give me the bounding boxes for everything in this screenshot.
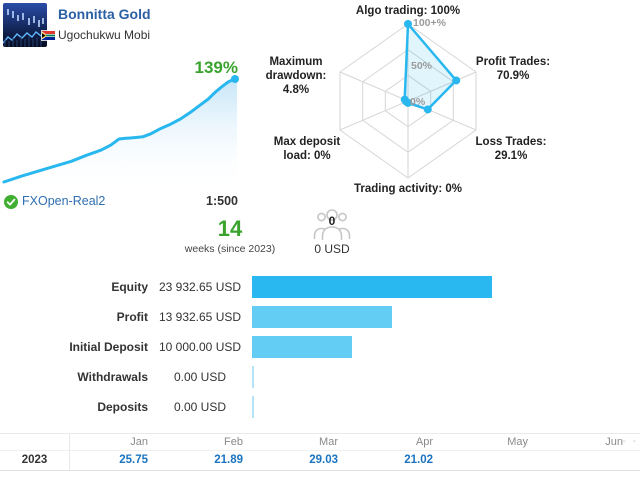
signal-title-link[interactable]: Bonnitta Gold: [58, 6, 151, 22]
monthly-month-header: May: [507, 436, 528, 448]
growth-area: [3, 79, 237, 190]
account-leverage: 1:500: [206, 194, 238, 208]
signal-author-link[interactable]: Ugochukwu Mobi: [58, 28, 151, 42]
balance-row-bar: [252, 396, 254, 418]
radar-ring-label-0: 0%: [410, 96, 426, 108]
growth-percent-label: 139%: [194, 58, 238, 77]
radar-axis-label: Trading activity: 0%: [353, 183, 462, 195]
avatar-chart-image: [3, 3, 47, 47]
monthly-value-cell: 29.03: [309, 454, 338, 466]
radar-data-dot: [404, 20, 412, 28]
radar-ring-label-50: 50%: [411, 60, 433, 72]
subscribers-count: 0: [328, 214, 336, 228]
radar-axis-label: Algo trading: 100%: [355, 5, 461, 17]
monthly-month-header: Jun: [605, 436, 623, 448]
balance-row-value: 10 000.00 USD: [158, 340, 242, 354]
subscribers-block: 0 0 USD: [294, 207, 370, 256]
signal-age-block: 14 weeks (since 2023): [168, 216, 292, 255]
balance-row-label: Deposits: [97, 400, 148, 414]
weeks-caption: weeks (since 2023): [184, 243, 276, 255]
balance-row-bar: [252, 366, 254, 388]
balance-row-label: Initial Deposit: [69, 340, 148, 354]
balance-row-value: 23 932.65 USD: [158, 280, 242, 294]
monthly-month-header: Feb: [224, 436, 243, 448]
signal-avatar[interactable]: [3, 3, 47, 47]
monthly-month-header: Jan: [130, 436, 148, 448]
balance-row: Deposits 0.00 USD: [55, 392, 615, 422]
monthly-value-cell: 21.02: [404, 454, 433, 466]
verified-check-icon: [4, 195, 18, 209]
balance-row: Initial Deposit 10 000.00 USD: [55, 332, 615, 362]
radar-grid-spoke: [339, 100, 409, 131]
radar-ring-label-100: 100+%: [413, 17, 446, 29]
monthly-value-cell: 21.89: [214, 454, 243, 466]
balance-row-label: Profit: [116, 310, 148, 324]
weeks-count: 14: [217, 216, 243, 241]
growth-end-dot: [231, 75, 239, 83]
balance-row-label: Equity: [111, 280, 148, 294]
balance-row: Profit 13 932.65 USD: [55, 302, 615, 332]
balance-row-bar: [252, 276, 492, 298]
monthly-year-cell: 2023: [0, 451, 70, 470]
monthly-growth-table: Jan Feb Mar Apr May Jun - - 2023 25.75 21.89 29.03…: [0, 433, 640, 471]
balance-row-value: 13 932.65 USD: [158, 310, 242, 324]
monthly-value-cell: [545, 451, 640, 470]
balance-row: Equity 23 932.65 USD: [55, 272, 615, 302]
monthly-year-header: [0, 434, 70, 450]
south-africa-flag-icon: [42, 31, 55, 40]
balance-row-bar: [252, 336, 353, 358]
monthly-value-cell: 25.75: [119, 454, 148, 466]
radar-data-dot: [423, 105, 432, 114]
monthly-header-row: Jan Feb Mar Apr May Jun - -: [0, 434, 640, 451]
balance-row-label: Withdrawals: [77, 370, 148, 384]
growth-chart: [2, 75, 239, 190]
balance-row-value: 0.00 USD: [173, 370, 227, 384]
radar-grid-spoke: [339, 71, 409, 102]
balance-row: Withdrawals 0.00 USD: [55, 362, 615, 392]
stats-radar-chart: [339, 20, 477, 179]
radar-axis-label: Maximum drawdown: 4.8%: [265, 56, 327, 96]
radar-data-dot: [400, 95, 409, 104]
balance-bars: Equity 23 932.65 USD Profit 13 932.65 USD In…: [55, 272, 615, 422]
radar-axis-label: Profit Trades: 70.9%: [475, 56, 551, 82]
monthly-value-cell: [450, 451, 545, 470]
account-server-link[interactable]: FXOpen-Real2: [22, 194, 106, 208]
radar-grid-spoke: [407, 71, 477, 102]
monthly-header-trailing-marks: - -: [622, 436, 638, 447]
subscribers-funds: 0 USD: [314, 242, 350, 256]
monthly-month-header: Apr: [415, 436, 433, 448]
radar-axis-label: Max deposit load: 0%: [273, 136, 341, 162]
monthly-data-row: 2023 25.75 21.89 29.03 21.02: [0, 451, 640, 470]
monthly-month-header: Mar: [319, 436, 338, 448]
growth-line: [2, 77, 239, 184]
radar-data-dot: [452, 76, 461, 85]
balance-row-value: 0.00 USD: [173, 400, 227, 414]
balance-row-bar: [252, 306, 392, 328]
radar-axis-label: Loss Trades: 29.1%: [475, 136, 547, 162]
people-group-icon: [313, 209, 351, 240]
